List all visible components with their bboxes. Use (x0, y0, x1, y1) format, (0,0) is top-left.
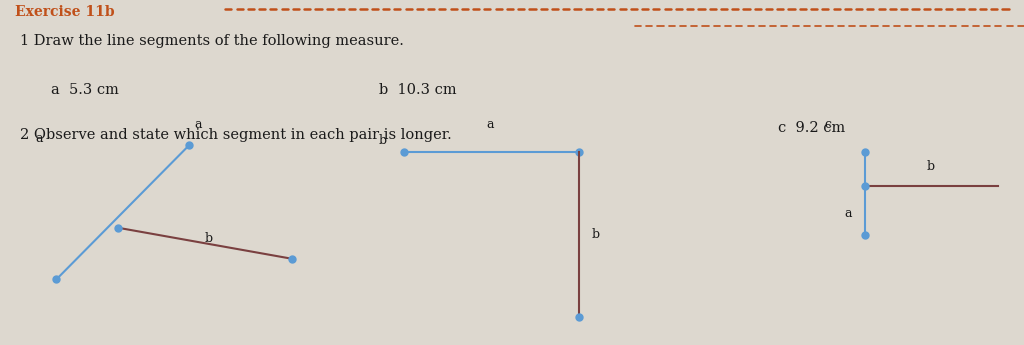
Text: a: a (486, 118, 494, 131)
Text: 1 Draw the line segments of the following measure.: 1 Draw the line segments of the followin… (20, 34, 404, 49)
Text: b  10.3 cm: b 10.3 cm (379, 83, 457, 97)
Text: b: b (927, 159, 935, 172)
Text: c  9.2 cm: c 9.2 cm (778, 121, 846, 135)
Text: Exercise 11b: Exercise 11b (15, 5, 115, 19)
Text: c: c (824, 118, 831, 131)
Text: b: b (592, 228, 600, 241)
Text: a: a (195, 118, 202, 131)
Text: b: b (205, 231, 213, 245)
Text: b: b (379, 134, 387, 147)
Text: a: a (845, 207, 852, 220)
Text: a: a (36, 132, 43, 145)
Text: a  5.3 cm: a 5.3 cm (51, 83, 119, 97)
Text: 2 Observe and state which segment in each pair is longer.: 2 Observe and state which segment in eac… (20, 128, 453, 142)
